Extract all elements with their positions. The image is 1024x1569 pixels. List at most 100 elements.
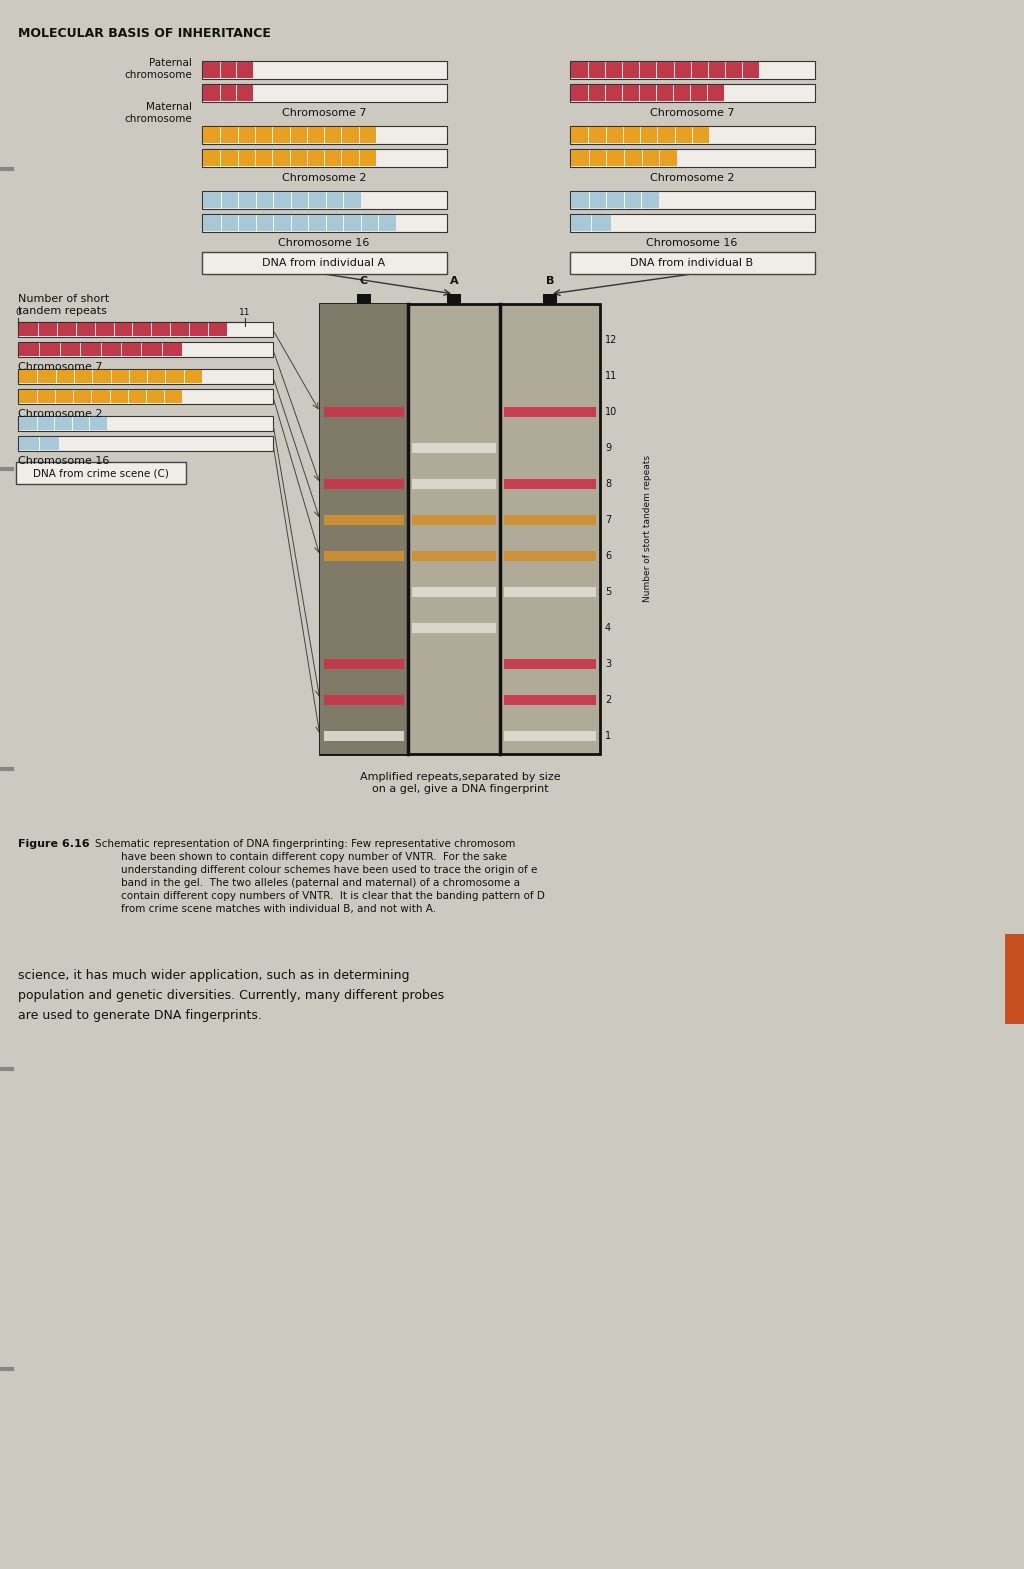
Bar [504, 659, 596, 668]
FancyBboxPatch shape [16, 461, 186, 483]
Bar [18, 369, 273, 384]
Bar [412, 442, 496, 453]
Bar [324, 731, 404, 741]
Text: Chromosome 16: Chromosome 16 [279, 238, 370, 248]
Bar [203, 215, 396, 231]
Bar [571, 151, 677, 166]
Bar [19, 370, 202, 383]
Text: Chromosome 16: Chromosome 16 [646, 238, 737, 248]
Bar [19, 323, 227, 336]
Text: 5: 5 [605, 587, 611, 596]
Text: Schematic representation of DNA fingerprinting: Few representative chromosom: Schematic representation of DNA fingerpr… [95, 839, 515, 849]
Bar [571, 191, 659, 209]
Text: 0: 0 [15, 308, 20, 317]
Bar [571, 85, 724, 100]
Text: 1: 1 [605, 731, 611, 741]
Bar [504, 695, 596, 704]
Text: band in the gel.  The two alleles (paternal and maternal) of a chromosome a: band in the gel. The two alleles (patern… [95, 879, 520, 888]
Text: population and genetic diversities. Currently, many different probes: population and genetic diversities. Curr… [18, 988, 444, 1003]
Bar [202, 85, 447, 102]
FancyBboxPatch shape [570, 253, 815, 275]
FancyBboxPatch shape [202, 253, 447, 275]
Text: science, it has much wider application, such as in determining: science, it has much wider application, … [18, 970, 410, 982]
Bar [412, 515, 496, 526]
Bar [203, 127, 376, 143]
Bar [504, 515, 596, 526]
Text: from crime scene matches with individual B, and not with A.: from crime scene matches with individual… [95, 904, 436, 915]
Bar [18, 389, 273, 403]
Bar [412, 587, 496, 596]
Bar [357, 293, 371, 304]
Bar [412, 479, 496, 490]
Text: Number of stort tandem repeats: Number of stort tandem repeats [642, 455, 651, 602]
Text: MOLECULAR BASIS OF INHERITANCE: MOLECULAR BASIS OF INHERITANCE [18, 27, 271, 39]
Bar [570, 61, 815, 78]
Text: DNA from individual A: DNA from individual A [262, 257, 386, 268]
Bar [324, 551, 404, 562]
Bar [19, 391, 182, 403]
Bar [570, 85, 815, 102]
Bar [324, 479, 404, 490]
Text: A: A [450, 276, 459, 286]
Bar [504, 406, 596, 417]
Text: have been shown to contain different copy number of VNTR.  For the sake: have been shown to contain different cop… [95, 852, 507, 861]
Text: B: B [546, 276, 554, 286]
Text: Maternal
chromosome: Maternal chromosome [124, 102, 193, 124]
Bar [543, 293, 557, 304]
Bar [447, 293, 461, 304]
Text: 3: 3 [605, 659, 611, 668]
Bar [571, 63, 759, 78]
Bar [203, 151, 376, 166]
Text: 9: 9 [605, 442, 611, 453]
Text: DNA from individual B: DNA from individual B [631, 257, 754, 268]
Text: 2: 2 [605, 695, 611, 704]
Text: 11: 11 [605, 370, 617, 381]
Bar [324, 659, 404, 668]
Text: understanding different colour schemes have been used to trace the origin of e: understanding different colour schemes h… [95, 865, 538, 876]
Bar [1005, 934, 1024, 1025]
Bar [202, 126, 447, 144]
Bar [18, 416, 273, 431]
Bar [19, 438, 59, 450]
Text: 10: 10 [605, 406, 617, 417]
Bar [18, 322, 273, 337]
Text: DNA from crime scene (C): DNA from crime scene (C) [33, 468, 169, 479]
Bar [203, 191, 361, 209]
Bar [202, 149, 447, 166]
Bar [18, 342, 273, 358]
Text: 4: 4 [605, 623, 611, 632]
Text: 6: 6 [605, 551, 611, 562]
Bar [202, 213, 447, 232]
Bar [19, 417, 106, 430]
Bar [570, 126, 815, 144]
Text: contain different copy numbers of VNTR.  It is clear that the banding pattern of: contain different copy numbers of VNTR. … [95, 891, 545, 901]
Bar [504, 587, 596, 596]
Text: 8: 8 [605, 479, 611, 490]
Bar [504, 479, 596, 490]
Bar [324, 406, 404, 417]
Bar [412, 623, 496, 632]
Text: Figure 6.16: Figure 6.16 [18, 839, 90, 849]
Text: Chromosome 7: Chromosome 7 [282, 108, 367, 118]
Text: Amplified repeats,separated by size
on a gel, give a DNA fingerprint: Amplified repeats,separated by size on a… [359, 772, 560, 794]
Text: 11: 11 [240, 308, 251, 317]
Text: are used to generate DNA fingerprints.: are used to generate DNA fingerprints. [18, 1009, 262, 1021]
Bar [19, 344, 182, 356]
Text: 12: 12 [605, 336, 617, 345]
Text: C: C [360, 276, 368, 286]
Text: 7: 7 [605, 515, 611, 526]
Text: Chromosome 2: Chromosome 2 [282, 173, 367, 184]
Text: Chromosome 7: Chromosome 7 [650, 108, 734, 118]
Text: Chromosome 2: Chromosome 2 [650, 173, 734, 184]
Bar [203, 85, 253, 100]
Text: Chromosome 2: Chromosome 2 [18, 410, 102, 419]
Bar [571, 127, 709, 143]
Bar [412, 551, 496, 562]
Bar [504, 731, 596, 741]
Bar [319, 304, 408, 755]
Bar [571, 215, 611, 231]
Text: Chromosome 7: Chromosome 7 [18, 362, 102, 372]
Bar [203, 63, 253, 78]
Bar [570, 149, 815, 166]
Bar [504, 551, 596, 562]
